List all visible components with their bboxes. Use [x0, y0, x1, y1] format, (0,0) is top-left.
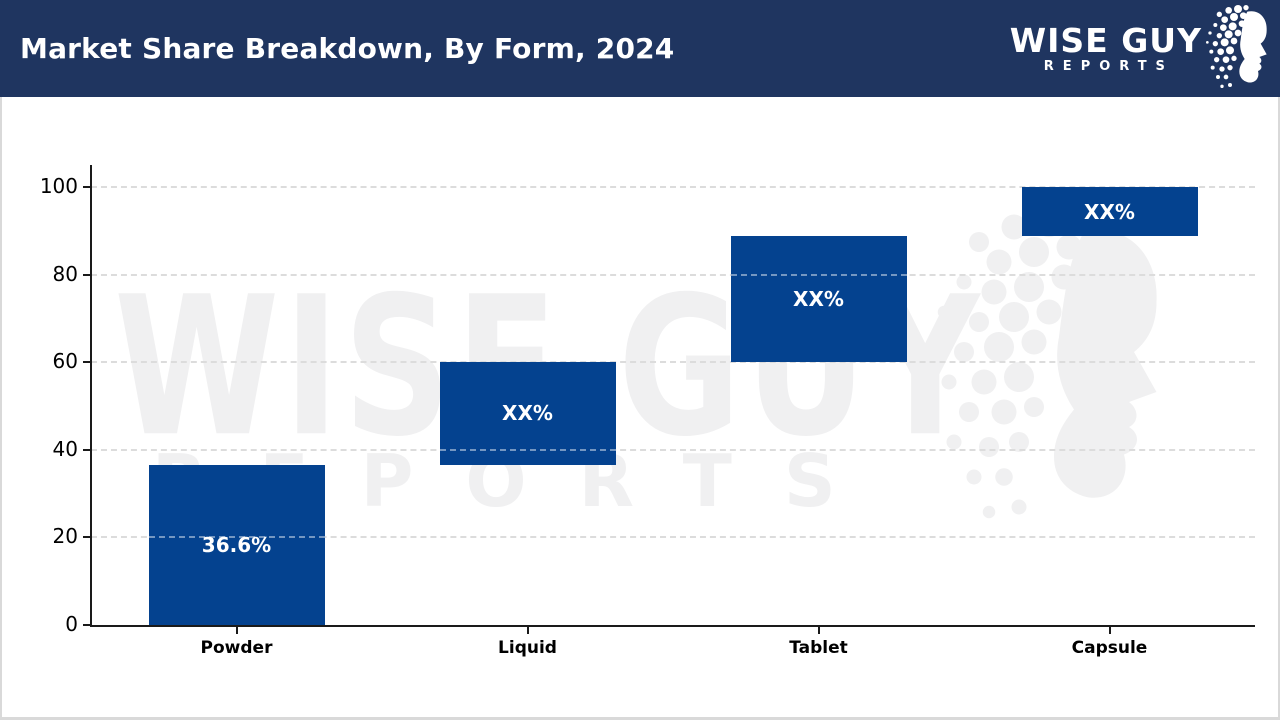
header-bar: Market Share Breakdown, By Form, 2024 WI…	[0, 0, 1280, 97]
bar-powder: 36.6%	[148, 464, 325, 625]
bar-tablet: XX%	[730, 236, 907, 363]
y-tick-label-100: 100	[39, 174, 78, 198]
chart-canvas: WISE GUY REPORTS 0 20 40 60 80 100 36.6% Powder…	[0, 97, 1280, 720]
x-tick-label-tablet: Tablet	[789, 638, 848, 658]
x-axis-spine	[90, 625, 1255, 627]
y-tick-mark-0	[83, 624, 91, 626]
y-tick-label-0: 0	[65, 612, 78, 636]
y-tick-label-20: 20	[52, 524, 78, 549]
bar-liquid: XX%	[439, 362, 616, 465]
x-tick-mark-tablet	[817, 627, 820, 634]
bar-value-label-tablet: XX%	[793, 287, 844, 312]
y-tick-mark-20	[83, 536, 91, 539]
bar-capsule: XX%	[1021, 187, 1198, 237]
x-tick-mark-powder	[235, 627, 238, 634]
x-tick-label-liquid: Liquid	[498, 638, 557, 658]
gridline-80	[91, 273, 1255, 276]
x-tick-mark-capsule	[1108, 627, 1111, 634]
wiseguy-logo: WISE GUY REPORTS	[1010, 4, 1280, 93]
wiseguy-head-icon	[1206, 4, 1267, 88]
x-tick-mark-liquid	[526, 627, 529, 634]
y-tick-label-60: 60	[52, 349, 78, 374]
y-tick-mark-100	[83, 186, 91, 188]
gridline-40	[91, 448, 1255, 451]
y-axis-spine	[90, 165, 92, 627]
x-tick-label-powder: Powder	[200, 638, 273, 658]
bar-value-label-powder: 36.6%	[201, 532, 272, 557]
logo-text-block: WISE GUY REPORTS	[1010, 24, 1202, 73]
gridline-60	[91, 361, 1255, 364]
bar-value-label-capsule: XX%	[1084, 199, 1135, 224]
y-tick-mark-60	[83, 361, 91, 364]
y-tick-label-80: 80	[52, 261, 78, 286]
logo-brand-text: WISE GUY	[1009, 21, 1202, 60]
gridline-over-bar-40	[439, 448, 616, 451]
bar-value-label-liquid: XX%	[502, 401, 553, 426]
gridline-over-bar-20	[148, 536, 325, 539]
plot-area: 0 20 40 60 80 100 36.6% Powder XX% Liquid XX% Table…	[2, 97, 1278, 717]
page-title: Market Share Breakdown, By Form, 2024	[20, 32, 675, 65]
gridline-over-bar-80	[730, 273, 907, 276]
x-tick-label-capsule: Capsule	[1071, 638, 1148, 658]
logo-sub-text: REPORTS	[1043, 59, 1174, 74]
gridline-20	[91, 536, 1255, 539]
y-tick-label-40: 40	[52, 436, 78, 461]
y-tick-mark-80	[83, 273, 91, 276]
y-tick-mark-40	[83, 448, 91, 451]
gridline-100	[91, 186, 1255, 188]
